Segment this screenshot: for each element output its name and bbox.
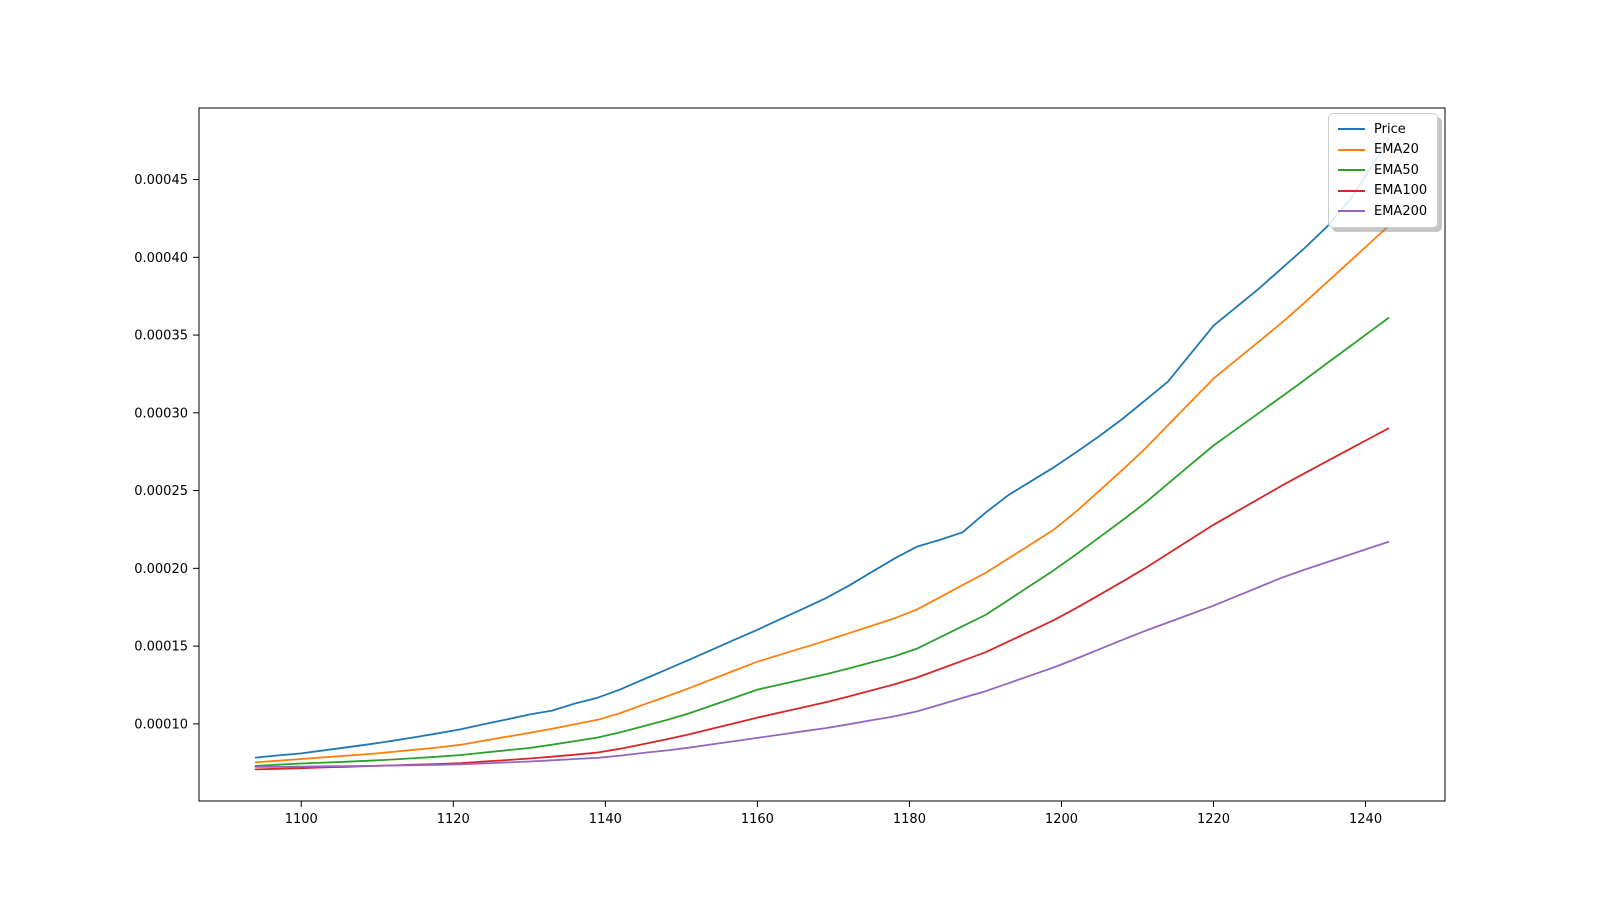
legend-item-ema50: EMA50 (1338, 160, 1427, 181)
y-tick-label: 0.00015 (134, 640, 188, 655)
y-tick-label: 0.00045 (134, 173, 188, 188)
legend-item-ema20: EMA20 (1338, 140, 1427, 161)
legend-line-sample-ema20-icon (1338, 148, 1365, 151)
series-line-ema20 (254, 225, 1390, 764)
x-tick-label: 1240 (1349, 812, 1382, 827)
x-tick-label: 1220 (1197, 812, 1230, 827)
legend-item-price: Price (1338, 119, 1427, 140)
x-tick-label: 1100 (285, 812, 318, 827)
x-tick-label: 1160 (741, 812, 774, 827)
y-tick-label: 0.00010 (134, 717, 188, 732)
legend-label-ema100: EMA100 (1374, 183, 1428, 199)
legend-label-ema20: EMA20 (1374, 142, 1419, 158)
x-tick-label: 1180 (893, 812, 926, 827)
legend-item-ema200: EMA200 (1338, 201, 1427, 222)
series-line-ema100 (254, 427, 1390, 771)
x-tick-label: 1120 (437, 812, 470, 827)
series-line-ema200 (254, 541, 1390, 768)
legend-line-sample-price-icon (1338, 128, 1365, 131)
y-tick-label: 0.00020 (134, 562, 188, 577)
legend-line-sample-ema100-icon (1338, 189, 1365, 192)
legend-label-ema200: EMA200 (1374, 203, 1428, 219)
series-line-ema50 (254, 317, 1390, 767)
x-tick-label: 1200 (1045, 812, 1078, 827)
y-tick-label: 0.00030 (134, 406, 188, 421)
legend-label-price: Price (1374, 121, 1406, 137)
legend-item-ema100: EMA100 (1338, 181, 1427, 202)
x-tick-label: 1140 (589, 812, 622, 827)
legend-line-sample-ema200-icon (1338, 210, 1365, 213)
y-tick-label: 0.00025 (134, 484, 188, 499)
plot-area (198, 107, 1446, 802)
y-tick-label: 0.00040 (134, 251, 188, 266)
y-tick-label: 0.00035 (134, 329, 188, 344)
legend-line-sample-ema50-icon (1338, 169, 1365, 172)
series-line-price (254, 138, 1390, 759)
legend-label-ema50: EMA50 (1374, 162, 1419, 178)
legend: Price EMA20 EMA50 EMA100 EMA200 (1328, 113, 1439, 228)
